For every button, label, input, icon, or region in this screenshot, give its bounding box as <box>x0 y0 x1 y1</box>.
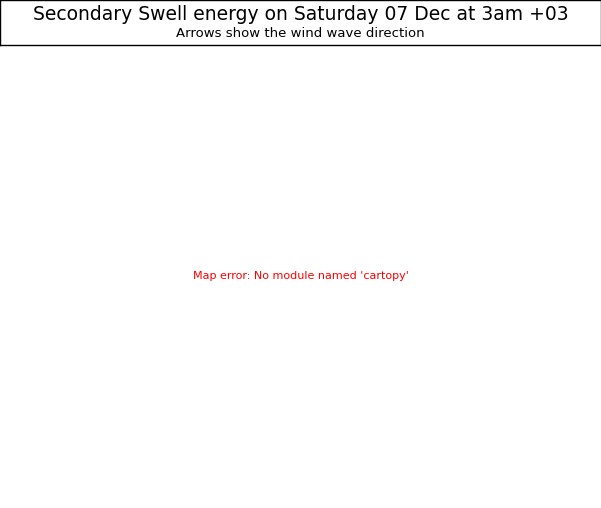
Text: Secondary Swell energy on Saturday 07 Dec at 3am +03: Secondary Swell energy on Saturday 07 De… <box>32 5 569 24</box>
Text: Map error: No module named 'cartopy': Map error: No module named 'cartopy' <box>192 271 409 281</box>
Text: Arrows show the wind wave direction: Arrows show the wind wave direction <box>176 27 425 41</box>
